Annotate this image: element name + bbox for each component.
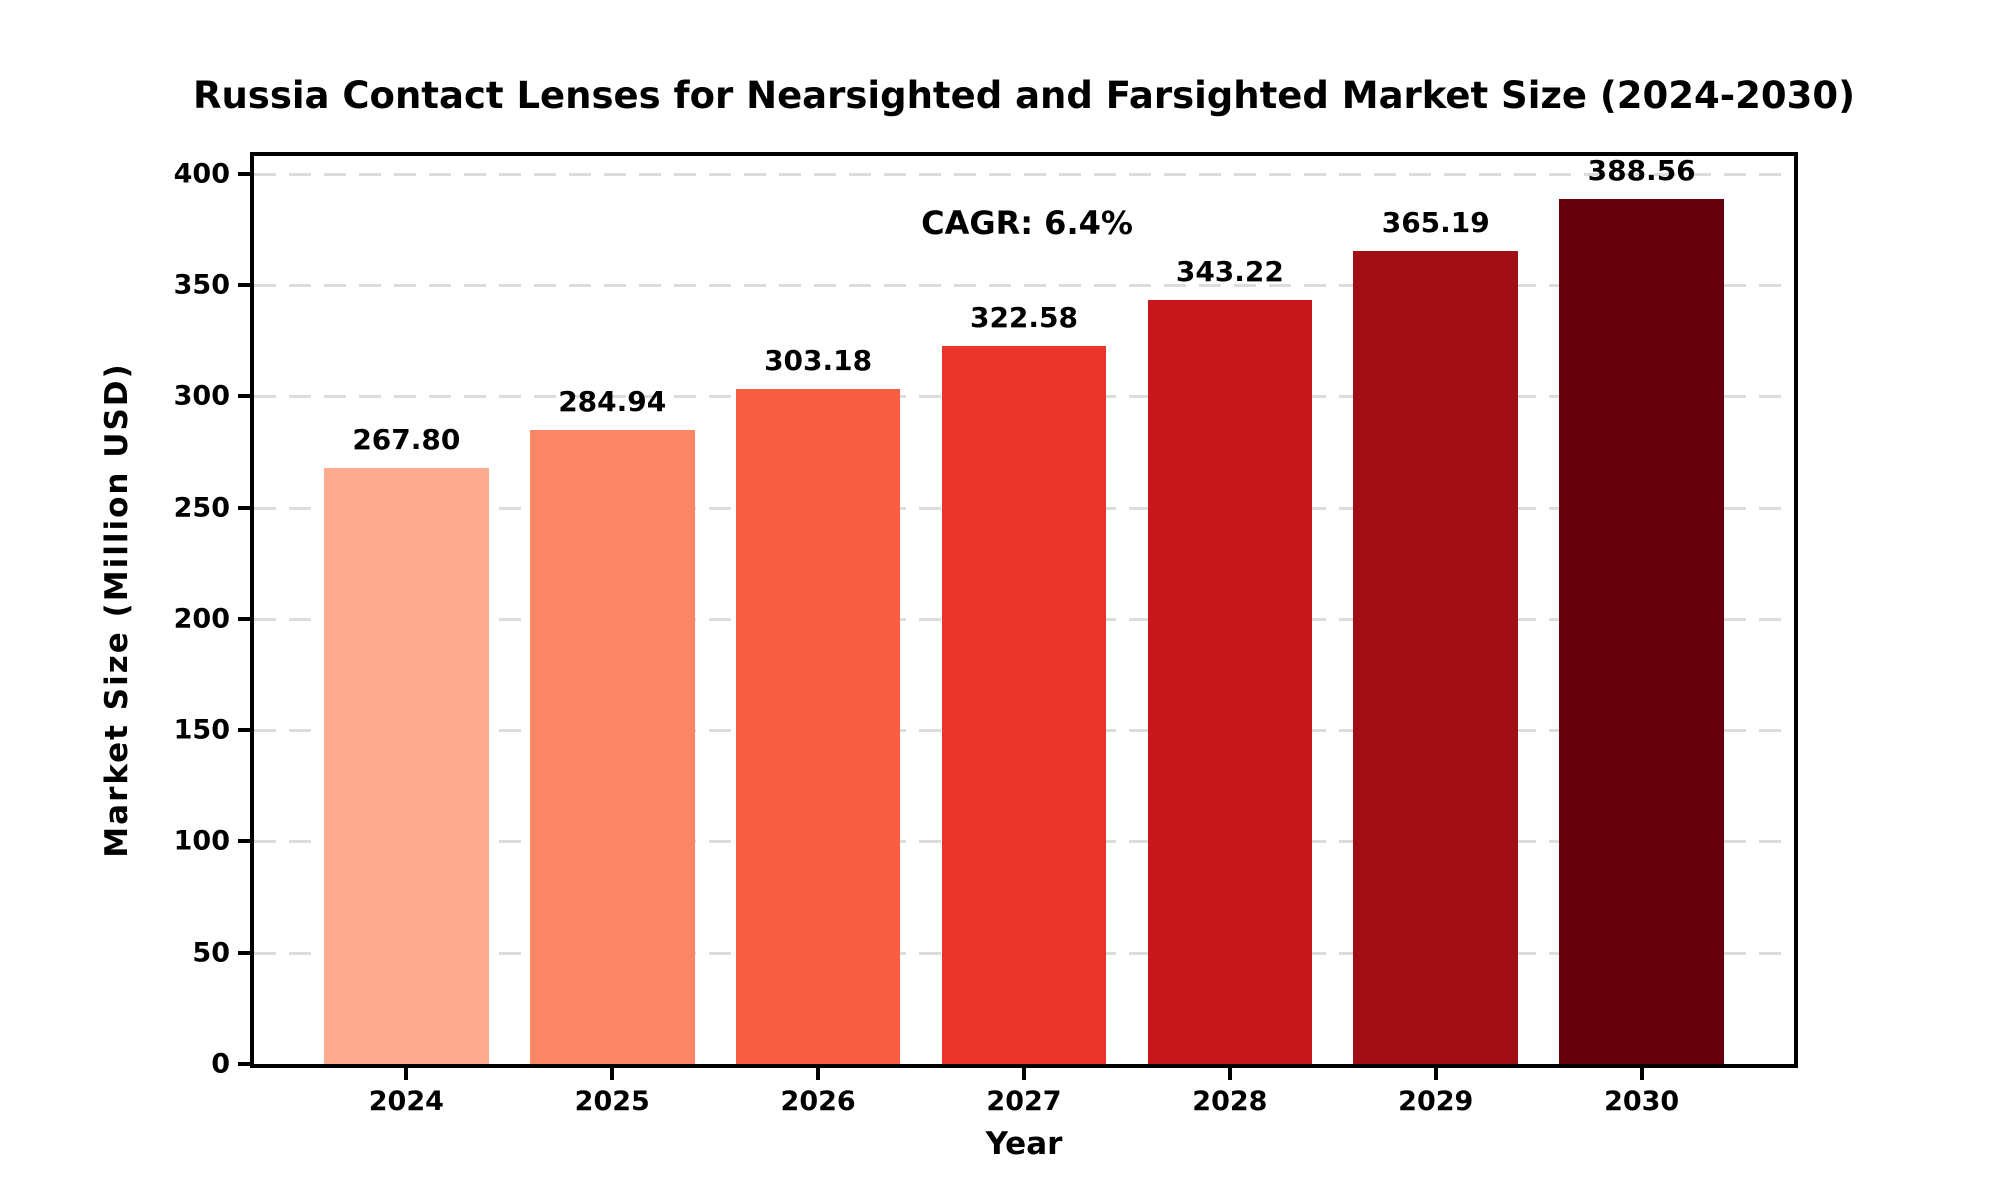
bar-value-label-2030: 388.56 [1587, 154, 1696, 188]
bar-value-label-2028: 343.22 [1175, 255, 1284, 289]
bar-2024 [324, 468, 489, 1064]
y-tick-mark-300 [238, 394, 250, 399]
x-tick-mark-2026 [816, 1068, 821, 1080]
bar-2026 [735, 389, 901, 1064]
y-tick-mark-350 [238, 283, 250, 288]
y-tick-mark-150 [238, 728, 250, 733]
bar-2027 [941, 346, 1107, 1064]
y-tick-label-300: 300 [173, 380, 230, 412]
bar-2028 [1147, 300, 1313, 1064]
y-tick-label-150: 150 [173, 714, 230, 746]
bar-value-label-2027: 322.58 [969, 301, 1079, 335]
y-tick-label-100: 100 [173, 825, 230, 857]
x-tick-label-2026: 2026 [780, 1086, 856, 1117]
x-tick-mark-2029 [1433, 1068, 1438, 1080]
x-tick-mark-2028 [1227, 1068, 1232, 1080]
bar-value-label-2024: 267.80 [352, 423, 461, 457]
x-tick-label-2024: 2024 [368, 1086, 444, 1117]
bar-value-label-2029: 365.19 [1381, 206, 1490, 240]
bar-2025 [529, 429, 695, 1064]
bar-2029 [1353, 251, 1519, 1064]
y-tick-label-400: 400 [173, 158, 230, 190]
y-tick-label-0: 0 [211, 1048, 230, 1080]
x-tick-mark-2025 [610, 1068, 615, 1080]
x-tick-label-2030: 2030 [1604, 1086, 1680, 1117]
x-tick-label-2029: 2029 [1398, 1086, 1474, 1117]
y-tick-mark-50 [238, 950, 250, 955]
y-tick-label-250: 250 [173, 492, 230, 524]
chart-title: Russia Contact Lenses for Nearsighted an… [192, 74, 1856, 117]
y-tick-label-50: 50 [192, 937, 230, 969]
x-tick-label-2028: 2028 [1192, 1086, 1268, 1117]
y-tick-mark-0 [238, 1062, 250, 1066]
x-tick-mark-2030 [1639, 1068, 1644, 1080]
plot-area: CAGR: 6.4% 267.80 284.94 303.18 322.58 343.2… [250, 152, 1798, 1068]
x-axis-label: Year [985, 1126, 1063, 1162]
gridline-y-350 [254, 284, 1794, 288]
bar-2030 [1559, 199, 1724, 1064]
cagr-annotation: CAGR: 6.4% [921, 204, 1133, 242]
y-tick-label-350: 350 [173, 269, 230, 301]
y-tick-mark-400 [238, 171, 250, 176]
y-tick-mark-100 [238, 839, 250, 844]
y-tick-mark-250 [238, 505, 250, 510]
x-tick-mark-2027 [1022, 1068, 1026, 1080]
bar-value-label-2026: 303.18 [764, 344, 873, 378]
bar-value-label-2025: 284.94 [558, 384, 667, 418]
x-tick-label-2025: 2025 [574, 1086, 650, 1117]
y-tick-mark-200 [238, 616, 250, 621]
x-tick-label-2027: 2027 [986, 1086, 1062, 1117]
gridline-y-400 [254, 172, 1794, 176]
x-tick-mark-2024 [404, 1068, 409, 1080]
y-tick-label-200: 200 [173, 603, 230, 635]
